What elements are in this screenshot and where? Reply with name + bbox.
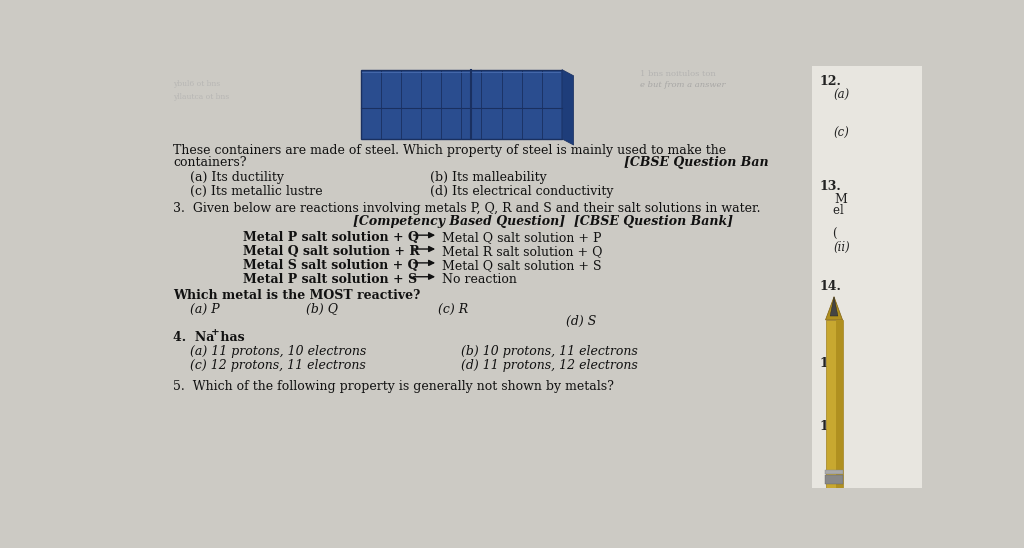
Text: (b) 10 protons, 11 electrons: (b) 10 protons, 11 electrons <box>461 345 638 358</box>
Text: (a): (a) <box>834 89 850 102</box>
Text: (d) 11 protons, 12 electrons: (d) 11 protons, 12 electrons <box>461 359 638 372</box>
Text: Metal Q salt solution + P: Metal Q salt solution + P <box>442 231 601 244</box>
Text: (c) Its metallic lustre: (c) Its metallic lustre <box>190 185 323 198</box>
Text: (a) P: (a) P <box>190 303 219 316</box>
Text: No reaction: No reaction <box>442 273 517 286</box>
Bar <box>825 320 843 488</box>
Text: 4.  Na: 4. Na <box>173 332 214 344</box>
Bar <box>824 475 844 484</box>
Text: Metal Q salt solution + S: Metal Q salt solution + S <box>442 259 601 272</box>
Text: 16.: 16. <box>819 420 841 433</box>
Text: Metal S salt solution + Q: Metal S salt solution + Q <box>243 259 418 272</box>
Text: 1 bns noitulos ton: 1 bns noitulos ton <box>640 70 715 78</box>
Text: 15.: 15. <box>819 357 841 370</box>
Bar <box>837 320 843 488</box>
Text: Metal Q salt solution + R: Metal Q salt solution + R <box>243 245 420 258</box>
Text: 13.: 13. <box>819 180 841 193</box>
Text: M: M <box>835 193 850 206</box>
Text: ybul6 ot bns: ybul6 ot bns <box>173 79 220 88</box>
Text: (: ( <box>834 227 841 241</box>
Text: (ii): (ii) <box>834 241 850 254</box>
Text: (a) Its ductility: (a) Its ductility <box>190 171 284 184</box>
Text: has: has <box>216 332 245 344</box>
Text: containers?: containers? <box>173 156 247 169</box>
Text: yllautca ot bns: yllautca ot bns <box>173 93 229 101</box>
Polygon shape <box>830 297 838 316</box>
Text: el: el <box>834 204 847 218</box>
Text: Metal P salt solution + S: Metal P salt solution + S <box>243 273 417 286</box>
Text: [Competency Based Question]  [CBSE Question Bank]: [Competency Based Question] [CBSE Questi… <box>352 215 733 228</box>
Text: Metal P salt solution + Q: Metal P salt solution + Q <box>243 231 419 244</box>
Polygon shape <box>825 297 843 320</box>
Text: Metal R salt solution + Q: Metal R salt solution + Q <box>442 245 602 258</box>
Text: Which metal is the MOST reactive?: Which metal is the MOST reactive? <box>173 289 420 302</box>
Polygon shape <box>562 70 573 145</box>
Text: +: + <box>211 328 220 336</box>
Text: e but from a answer: e but from a answer <box>640 81 725 89</box>
Text: (d) S: (d) S <box>566 315 596 328</box>
Text: [CBSE Question Ban: [CBSE Question Ban <box>624 156 769 169</box>
Text: (c) R: (c) R <box>438 303 468 316</box>
Text: (d) Its electrical conductivity: (d) Its electrical conductivity <box>430 185 613 198</box>
Text: 5.  Which of the following property is generally not shown by metals?: 5. Which of the following property is ge… <box>173 380 613 393</box>
Bar <box>824 470 844 474</box>
Bar <box>812 66 922 488</box>
Text: (c): (c) <box>834 127 849 140</box>
Text: (b) Q: (b) Q <box>306 303 338 316</box>
Text: (c) 12 protons, 11 electrons: (c) 12 protons, 11 electrons <box>190 359 366 372</box>
Text: (a) 11 protons, 10 electrons: (a) 11 protons, 10 electrons <box>190 345 367 358</box>
Text: 3.  Given below are reactions involving metals P, Q, R and S and their salt solu: 3. Given below are reactions involving m… <box>173 202 761 215</box>
Text: 12.: 12. <box>819 75 841 88</box>
Bar <box>360 70 562 139</box>
Text: 14.: 14. <box>819 280 841 293</box>
Text: These containers are made of steel. Which property of steel is mainly used to ma: These containers are made of steel. Whic… <box>173 144 726 157</box>
Text: (b) Its malleability: (b) Its malleability <box>430 171 547 184</box>
